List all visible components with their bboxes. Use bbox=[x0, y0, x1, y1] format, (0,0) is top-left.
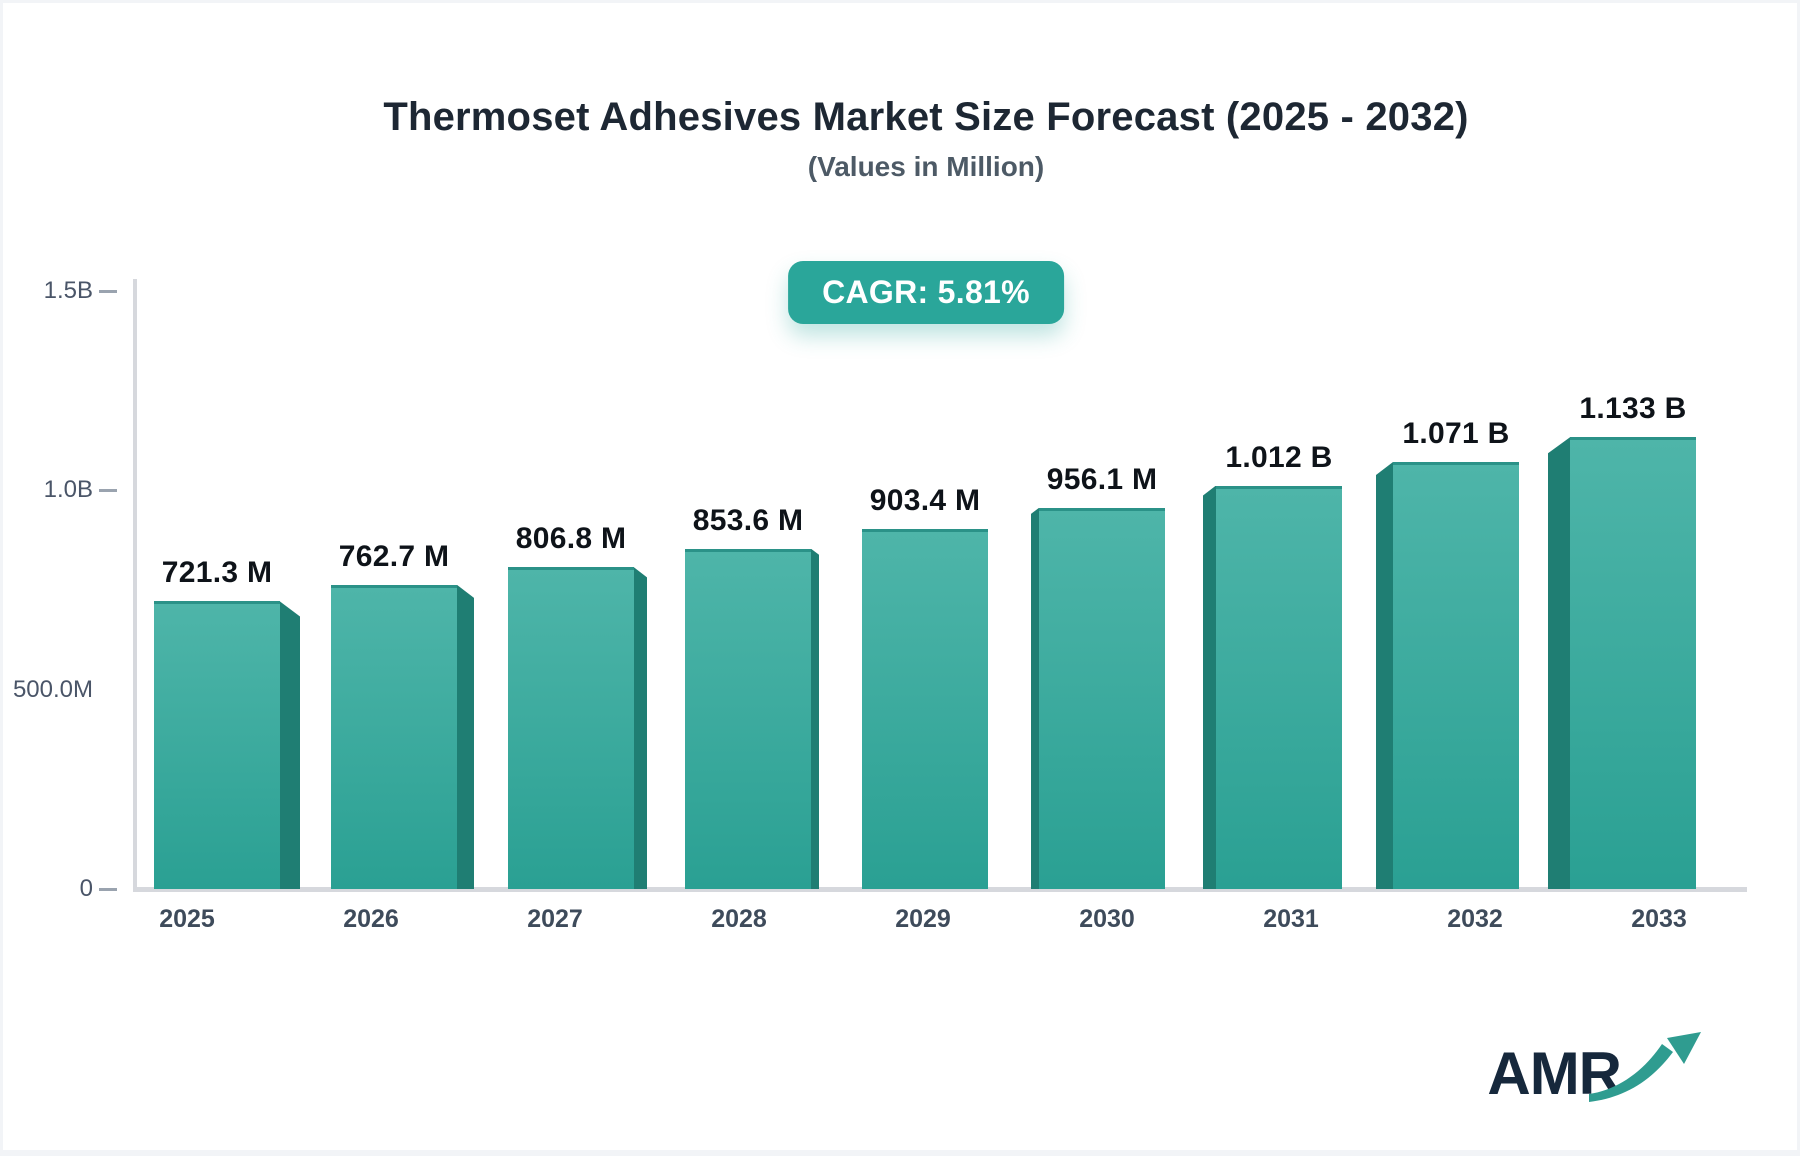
x-axis-label-2029: 2029 bbox=[895, 905, 951, 933]
bar-2029[interactable] bbox=[862, 528, 988, 889]
bar-2032[interactable] bbox=[1393, 462, 1519, 889]
x-axis-label-2027: 2027 bbox=[527, 905, 583, 933]
bar-value-label: 1.012 B bbox=[1225, 440, 1333, 474]
x-axis-label-2025: 2025 bbox=[159, 905, 215, 933]
bar-value-label: 903.4 M bbox=[869, 483, 981, 517]
bar-2030[interactable] bbox=[1039, 507, 1165, 889]
x-axis-label-2031: 2031 bbox=[1263, 905, 1319, 933]
y-axis-line bbox=[133, 279, 137, 892]
bar-value-label: 806.8 M bbox=[515, 522, 627, 556]
y-tick-dash bbox=[99, 888, 117, 891]
amr-logo[interactable]: AMR bbox=[1487, 1022, 1705, 1104]
bar-value-label: 762.7 M bbox=[338, 539, 450, 573]
bar-2025[interactable] bbox=[154, 601, 280, 889]
chart-title: Thermoset Adhesives Market Size Forecast… bbox=[383, 95, 1469, 139]
chart-subtitle: (Values in Million) bbox=[807, 151, 1045, 182]
y-tick-label: 1.0B bbox=[43, 476, 93, 504]
bar-2028[interactable] bbox=[685, 548, 811, 889]
bar-2026[interactable] bbox=[331, 584, 457, 889]
bar-3d-side[interactable] bbox=[634, 567, 647, 889]
bar-value-label: 956.1 M bbox=[1046, 462, 1158, 496]
x-axis-label-2026: 2026 bbox=[343, 905, 399, 933]
bar-2031[interactable] bbox=[1216, 485, 1342, 889]
bar-value-label: 853.6 M bbox=[692, 503, 804, 537]
y-tick-label: 500.0M bbox=[12, 675, 93, 703]
y-tick-dash bbox=[99, 489, 117, 493]
bar-3d-side[interactable] bbox=[1376, 462, 1393, 889]
bar-3d-side[interactable] bbox=[280, 601, 300, 889]
cagr-badge: CAGR: 5.81% bbox=[788, 261, 1064, 324]
x-axis-label-2028: 2028 bbox=[711, 905, 767, 933]
x-axis-line bbox=[133, 887, 1747, 892]
bar-3d-side[interactable] bbox=[1548, 437, 1570, 889]
bar-value-label: 721.3 M bbox=[161, 556, 273, 590]
x-axis-label-2030: 2030 bbox=[1079, 905, 1135, 933]
bar-value-label: 1.133 B bbox=[1579, 392, 1687, 426]
bar-3d-side[interactable] bbox=[1031, 507, 1039, 889]
y-tick-dash bbox=[99, 290, 117, 293]
trend-up-arrow-icon bbox=[1589, 1032, 1701, 1102]
bar-2033[interactable] bbox=[1570, 437, 1696, 889]
bar-3d-side[interactable] bbox=[811, 548, 819, 889]
bar-3d-side[interactable] bbox=[457, 584, 474, 889]
bar-value-label: 1.071 B bbox=[1402, 417, 1510, 451]
y-tick-label: 1.5B bbox=[43, 277, 93, 304]
chart-card: Thermoset Adhesives Market Size Forecast… bbox=[3, 3, 1797, 1150]
x-axis-label-2032: 2032 bbox=[1447, 905, 1503, 933]
bar-3d-side[interactable] bbox=[1203, 485, 1216, 889]
bar-2027[interactable] bbox=[508, 567, 634, 889]
y-tick-label: 0 bbox=[79, 875, 93, 902]
x-axis-label-2033: 2033 bbox=[1631, 905, 1687, 933]
